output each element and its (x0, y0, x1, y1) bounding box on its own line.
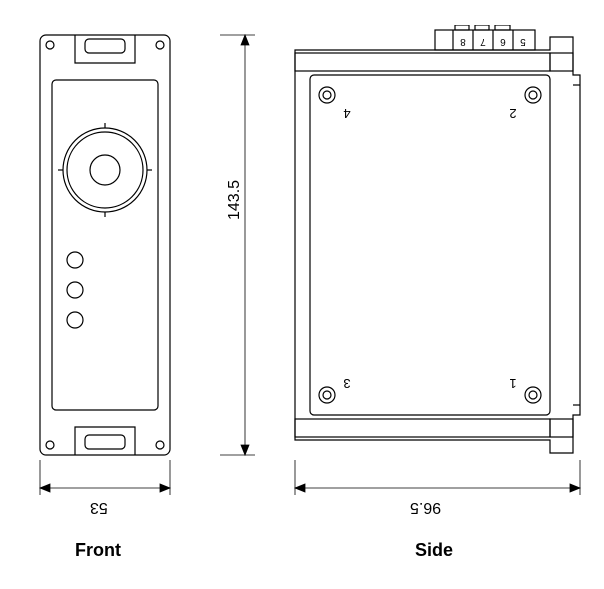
side-view-drawing: 1 2 3 4 5 6 7 8 (275, 25, 595, 485)
corner-number-4: 4 (343, 106, 350, 121)
corner-number-3: 3 (343, 376, 350, 391)
pin-number-6: 6 (500, 36, 506, 47)
front-label: Front (75, 540, 121, 561)
front-view-container (20, 25, 200, 485)
corner-number-1: 1 (509, 376, 516, 391)
side-view-container: 1 2 3 4 5 6 7 8 (275, 25, 595, 485)
pin-number-7: 7 (480, 36, 486, 47)
corner-number-2: 2 (509, 106, 516, 121)
dim-height-label: 143.5 (226, 180, 244, 220)
pin-number-5: 5 (520, 36, 526, 47)
pin-number-8: 8 (460, 36, 466, 47)
dim-height (210, 25, 260, 495)
dim-front-width-label: 53 (90, 498, 108, 516)
dim-front-width (20, 460, 200, 510)
dim-side-width-label: 96.5 (410, 498, 441, 516)
front-view-drawing (20, 25, 200, 485)
side-label: Side (415, 540, 453, 561)
